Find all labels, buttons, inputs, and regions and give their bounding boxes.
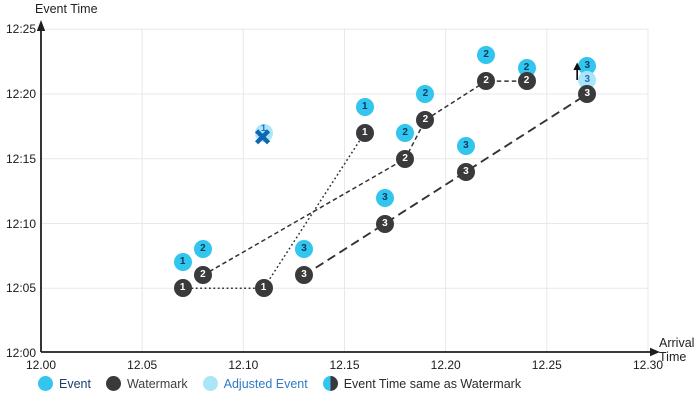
- y-tick-label: 12:20: [5, 87, 36, 101]
- event-legend-icon: [38, 376, 53, 391]
- legend-item-event-same-as-watermark: Event Time same as Watermark: [322, 376, 522, 391]
- legend-item-adjusted-event: Adjusted Event: [202, 376, 308, 391]
- legend: Event Watermark Adjusted Event Event Tim…: [38, 376, 521, 391]
- x-axis-title-line1: Arrival: [659, 336, 695, 350]
- x-axis-title-line2: Time: [659, 350, 687, 364]
- legend-label-event-same-as-watermark: Event Time same as Watermark: [343, 376, 522, 391]
- y-tick-label: 12:15: [5, 151, 36, 166]
- y-axis-arrow-icon: [36, 20, 46, 31]
- x-tick-label: 12.15: [329, 358, 360, 372]
- watermark-line-stream1: [182, 132, 366, 290]
- watermark-legend-icon: [105, 376, 121, 391]
- legend-label-event: Event: [59, 376, 91, 391]
- x-tick-label: 12.20: [430, 358, 461, 372]
- event-same-as-watermark-legend-icon: [322, 376, 338, 391]
- legend-label-adjusted-event: Adjusted Event: [223, 376, 308, 391]
- legend-label-watermark: Watermark: [126, 376, 188, 391]
- y-tick-label: 12:05: [5, 281, 36, 296]
- x-axis-arrow-icon: [650, 347, 660, 357]
- y-tick-label: 12:25: [5, 22, 36, 37]
- x-tick-label: 12.10: [228, 358, 259, 372]
- y-tick-label: 12:10: [5, 216, 36, 231]
- x-tick-label: 12.00: [25, 358, 57, 372]
- watermark-line-stream2: [202, 80, 527, 276]
- y-tick-label: 12:00: [5, 346, 36, 360]
- adjusted-event-legend-icon: [202, 376, 218, 391]
- x-axis-title: Arrival Time: [659, 336, 694, 364]
- x-tick-label: 12.25: [531, 358, 562, 372]
- watermark-line-stream3: [303, 93, 588, 277]
- legend-item-event: Event: [38, 376, 91, 391]
- y-axis-title: Event Time: [35, 2, 98, 16]
- legend-item-watermark: Watermark: [105, 376, 188, 391]
- x-tick-label: 12.05: [127, 358, 158, 372]
- x-tick-label: 12.30: [632, 358, 663, 372]
